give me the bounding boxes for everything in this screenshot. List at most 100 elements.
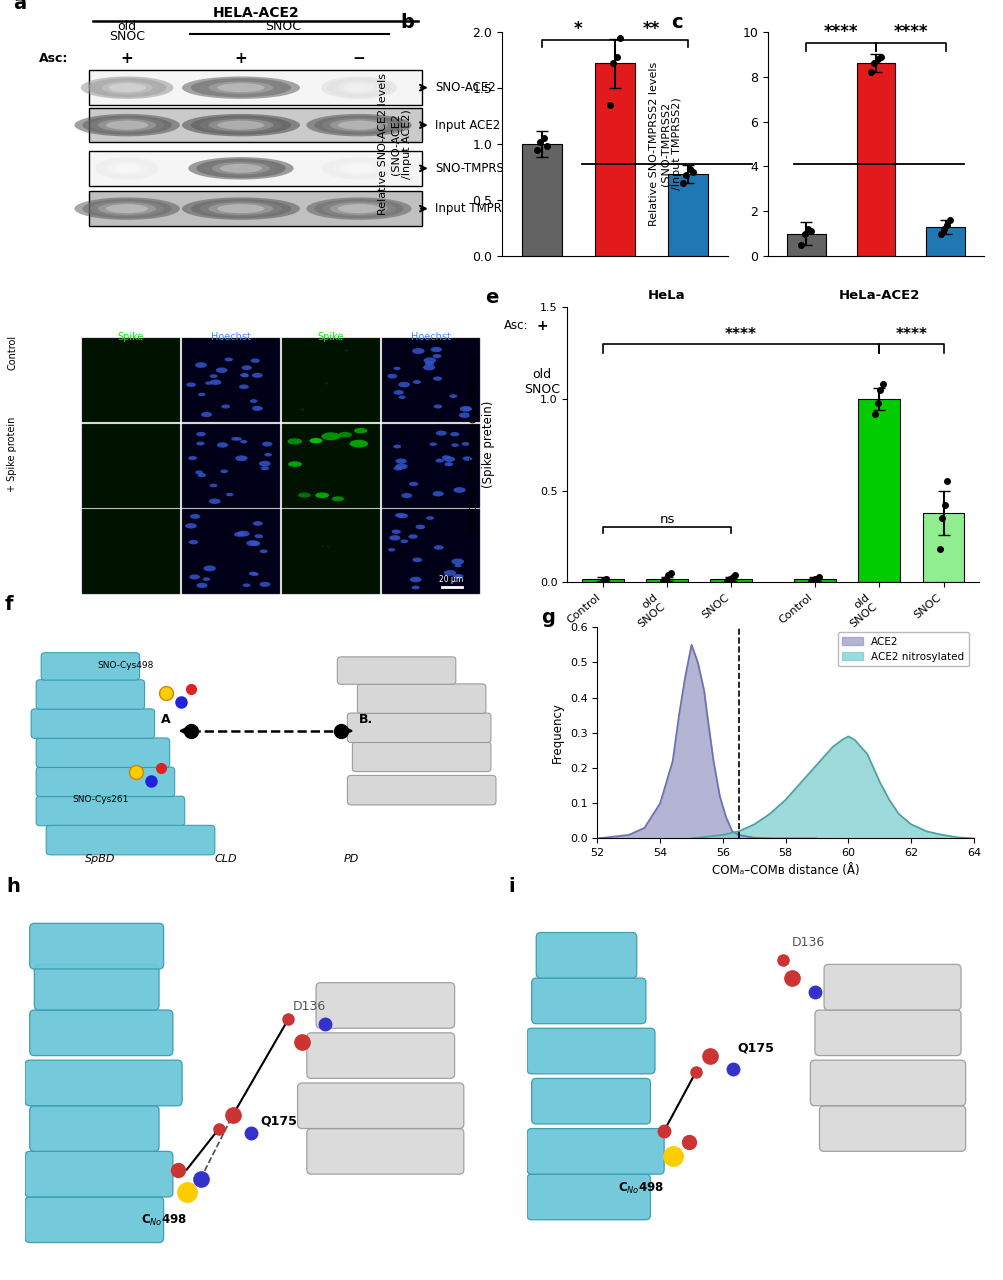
Y-axis label: Frequency: Frequency bbox=[551, 703, 564, 763]
Ellipse shape bbox=[389, 535, 400, 540]
Bar bbox=[182, 509, 280, 594]
Ellipse shape bbox=[349, 440, 368, 448]
Point bbox=[677, 165, 693, 186]
Ellipse shape bbox=[338, 82, 379, 93]
Ellipse shape bbox=[400, 539, 408, 543]
Ellipse shape bbox=[210, 379, 221, 385]
Point bbox=[662, 563, 678, 584]
Ellipse shape bbox=[330, 202, 387, 215]
Ellipse shape bbox=[398, 396, 405, 399]
Ellipse shape bbox=[217, 204, 265, 214]
Point bbox=[529, 140, 545, 160]
Ellipse shape bbox=[188, 456, 197, 460]
Point bbox=[721, 568, 737, 589]
Text: Control: Control bbox=[7, 334, 17, 370]
Text: A: A bbox=[160, 713, 171, 726]
Point bbox=[674, 173, 690, 193]
Ellipse shape bbox=[454, 575, 463, 579]
Bar bbox=[710, 579, 751, 582]
FancyBboxPatch shape bbox=[25, 1197, 163, 1243]
Ellipse shape bbox=[182, 197, 300, 220]
Ellipse shape bbox=[444, 462, 452, 466]
Text: ns: ns bbox=[659, 512, 674, 526]
FancyBboxPatch shape bbox=[41, 653, 139, 680]
Text: SNO-TMPRSS2: SNO-TMPRSS2 bbox=[434, 161, 519, 175]
Point bbox=[654, 571, 670, 591]
FancyBboxPatch shape bbox=[527, 1174, 650, 1220]
Text: SNO-Cys498: SNO-Cys498 bbox=[97, 662, 153, 671]
FancyBboxPatch shape bbox=[823, 964, 960, 1010]
Ellipse shape bbox=[252, 406, 263, 411]
FancyBboxPatch shape bbox=[36, 767, 175, 796]
Ellipse shape bbox=[415, 525, 425, 529]
Point bbox=[872, 46, 888, 67]
Ellipse shape bbox=[205, 381, 213, 385]
Text: old: old bbox=[117, 20, 136, 33]
Text: Spike: Spike bbox=[117, 333, 144, 342]
Ellipse shape bbox=[200, 201, 282, 216]
Ellipse shape bbox=[338, 431, 352, 438]
Ellipse shape bbox=[242, 365, 252, 370]
FancyBboxPatch shape bbox=[532, 978, 645, 1024]
Point bbox=[792, 234, 808, 255]
Ellipse shape bbox=[200, 79, 282, 96]
Ellipse shape bbox=[87, 78, 166, 97]
Ellipse shape bbox=[306, 197, 411, 220]
Point bbox=[875, 374, 891, 394]
Text: old
SNOC: old SNOC bbox=[787, 369, 823, 396]
Ellipse shape bbox=[260, 582, 270, 586]
Ellipse shape bbox=[190, 515, 200, 518]
Ellipse shape bbox=[106, 120, 148, 129]
Text: ****: **** bbox=[724, 328, 756, 342]
Ellipse shape bbox=[449, 394, 456, 398]
Ellipse shape bbox=[250, 399, 258, 403]
Ellipse shape bbox=[210, 484, 218, 488]
Point bbox=[869, 393, 885, 413]
Ellipse shape bbox=[408, 481, 418, 486]
Ellipse shape bbox=[429, 443, 436, 445]
Ellipse shape bbox=[182, 114, 300, 137]
Point bbox=[590, 573, 606, 594]
Ellipse shape bbox=[443, 570, 455, 576]
Point bbox=[931, 539, 947, 559]
Point bbox=[598, 568, 614, 589]
FancyBboxPatch shape bbox=[352, 742, 490, 772]
Ellipse shape bbox=[204, 160, 278, 177]
Ellipse shape bbox=[411, 348, 424, 355]
Ellipse shape bbox=[306, 114, 411, 137]
Ellipse shape bbox=[298, 493, 311, 498]
Ellipse shape bbox=[246, 540, 259, 547]
FancyBboxPatch shape bbox=[31, 709, 154, 739]
Ellipse shape bbox=[332, 160, 385, 177]
Ellipse shape bbox=[331, 497, 344, 502]
Ellipse shape bbox=[461, 442, 469, 445]
Text: HeLa: HeLa bbox=[648, 289, 685, 302]
Point bbox=[802, 221, 818, 242]
Text: c: c bbox=[670, 13, 682, 32]
Bar bbox=[182, 338, 280, 422]
Bar bbox=[667, 174, 707, 256]
Ellipse shape bbox=[387, 548, 395, 552]
Ellipse shape bbox=[432, 492, 443, 497]
Text: +: + bbox=[799, 319, 811, 333]
Bar bbox=[282, 424, 379, 508]
FancyBboxPatch shape bbox=[36, 739, 170, 768]
FancyBboxPatch shape bbox=[527, 1028, 654, 1074]
Ellipse shape bbox=[412, 558, 421, 562]
Ellipse shape bbox=[226, 493, 234, 497]
Ellipse shape bbox=[198, 393, 206, 397]
Ellipse shape bbox=[321, 77, 396, 99]
Point bbox=[684, 161, 700, 182]
Text: Asc:: Asc: bbox=[769, 319, 793, 332]
FancyBboxPatch shape bbox=[527, 1129, 664, 1174]
Text: HELA: HELA bbox=[163, 323, 196, 333]
Ellipse shape bbox=[252, 372, 263, 378]
Text: SNOC: SNOC bbox=[109, 29, 145, 44]
Y-axis label: Relative SNO-TMPRSS2 levels
(SNO-TMPRSS2
/Input TMPRSS2): Relative SNO-TMPRSS2 levels (SNO-TMPRSS2… bbox=[648, 61, 681, 227]
Point bbox=[939, 471, 955, 492]
Text: +: + bbox=[870, 319, 881, 333]
Legend: ACE2, ACE2 nitrosylated: ACE2, ACE2 nitrosylated bbox=[838, 632, 968, 666]
Ellipse shape bbox=[393, 444, 401, 448]
Ellipse shape bbox=[191, 115, 291, 134]
Bar bbox=[282, 509, 379, 594]
